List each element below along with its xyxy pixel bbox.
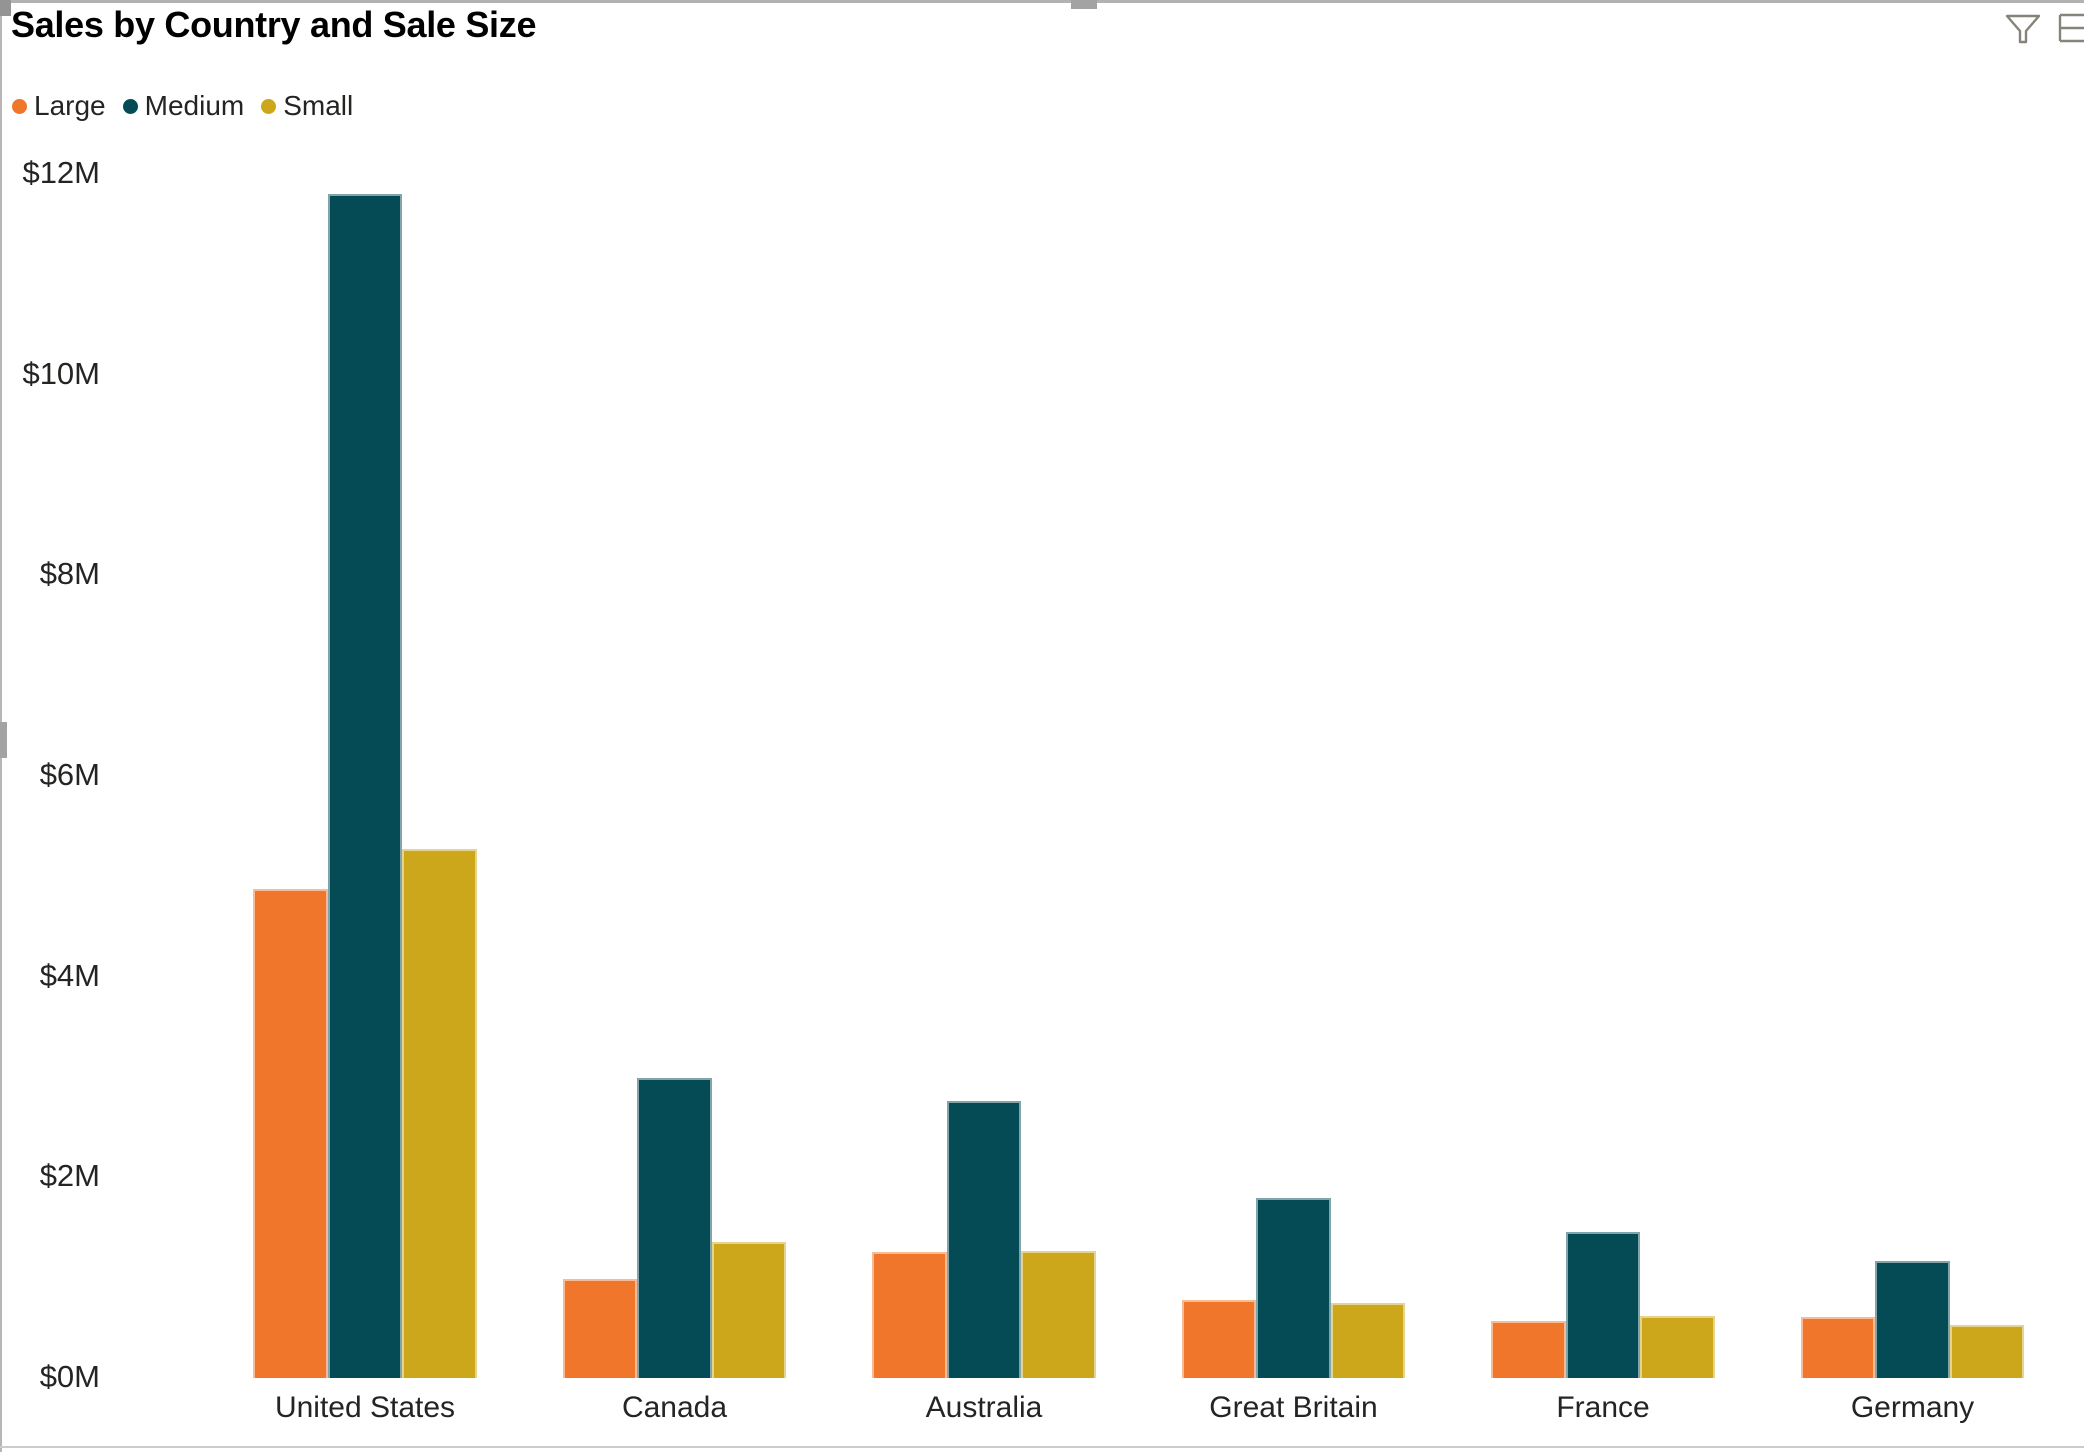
- filter-icon[interactable]: [2003, 8, 2043, 48]
- clipped-options-icon[interactable]: [2057, 8, 2084, 48]
- x-axis-category-label: United States: [274, 1391, 456, 1424]
- legend-label: Large: [34, 90, 106, 121]
- y-axis-tick-label: $0M: [39, 1359, 100, 1394]
- y-axis-tick-label: $10M: [22, 355, 100, 391]
- bar-medium-germany[interactable]: [1875, 1260, 1950, 1378]
- x-axis-category-label: Australia: [925, 1391, 1043, 1424]
- visual-frame-top-border: [0, 0, 2084, 3]
- legend-label: Small: [283, 90, 354, 121]
- visual-toolbar: [2003, 8, 2084, 48]
- x-axis-category-label: Canada: [621, 1391, 728, 1424]
- bar-medium-united-states[interactable]: [327, 194, 403, 1378]
- bar-small-germany[interactable]: [1949, 1324, 2025, 1378]
- bar-large-canada[interactable]: [562, 1278, 638, 1378]
- resize-handle-top-left[interactable]: [0, 0, 11, 16]
- bar-small-france[interactable]: [1640, 1315, 1715, 1378]
- visual-frame-bottom-border: [0, 1446, 2084, 1448]
- legend-dot-medium-icon: [122, 98, 138, 114]
- bar-small-canada[interactable]: [711, 1241, 787, 1378]
- legend-item-large[interactable]: Large: [12, 90, 106, 122]
- bar-large-germany[interactable]: [1800, 1316, 1876, 1378]
- legend-label: Medium: [144, 90, 245, 121]
- y-axis-tick-label: $8M: [39, 556, 100, 592]
- legend-item-medium[interactable]: Medium: [122, 90, 245, 122]
- bar-small-australia[interactable]: [1021, 1250, 1096, 1378]
- y-axis-tick-label: $12M: [22, 155, 100, 190]
- legend-item-small[interactable]: Small: [261, 90, 353, 122]
- bar-small-great-britain[interactable]: [1330, 1302, 1406, 1378]
- y-axis-tick-label: $6M: [39, 757, 100, 792]
- bar-large-australia[interactable]: [872, 1251, 947, 1378]
- x-axis-category-label: Germany: [1850, 1391, 1975, 1424]
- legend-dot-small-icon: [261, 98, 277, 114]
- bar-medium-canada[interactable]: [637, 1078, 712, 1378]
- legend-dot-large-icon: [12, 98, 27, 114]
- y-axis-tick-label: $2M: [39, 1158, 100, 1194]
- bar-medium-france[interactable]: [1565, 1231, 1641, 1378]
- bar-medium-great-britain[interactable]: [1256, 1198, 1331, 1378]
- chart-title: Sales by Country and Sale Size: [11, 4, 537, 45]
- bar-medium-australia[interactable]: [946, 1101, 1022, 1378]
- bar-small-united-states[interactable]: [402, 849, 477, 1378]
- x-axis-category-label: France: [1556, 1391, 1650, 1424]
- legend: Large Medium Small: [12, 90, 353, 122]
- bar-large-great-britain[interactable]: [1181, 1299, 1257, 1378]
- bar-large-united-states[interactable]: [253, 889, 328, 1378]
- y-axis-tick-label: $4M: [39, 957, 100, 993]
- bar-large-france[interactable]: [1491, 1320, 1566, 1378]
- resize-handle-top-center[interactable]: [1071, 0, 1097, 9]
- x-axis-category-label: Great Britain: [1209, 1391, 1378, 1424]
- resize-handle-left-middle[interactable]: [0, 722, 7, 758]
